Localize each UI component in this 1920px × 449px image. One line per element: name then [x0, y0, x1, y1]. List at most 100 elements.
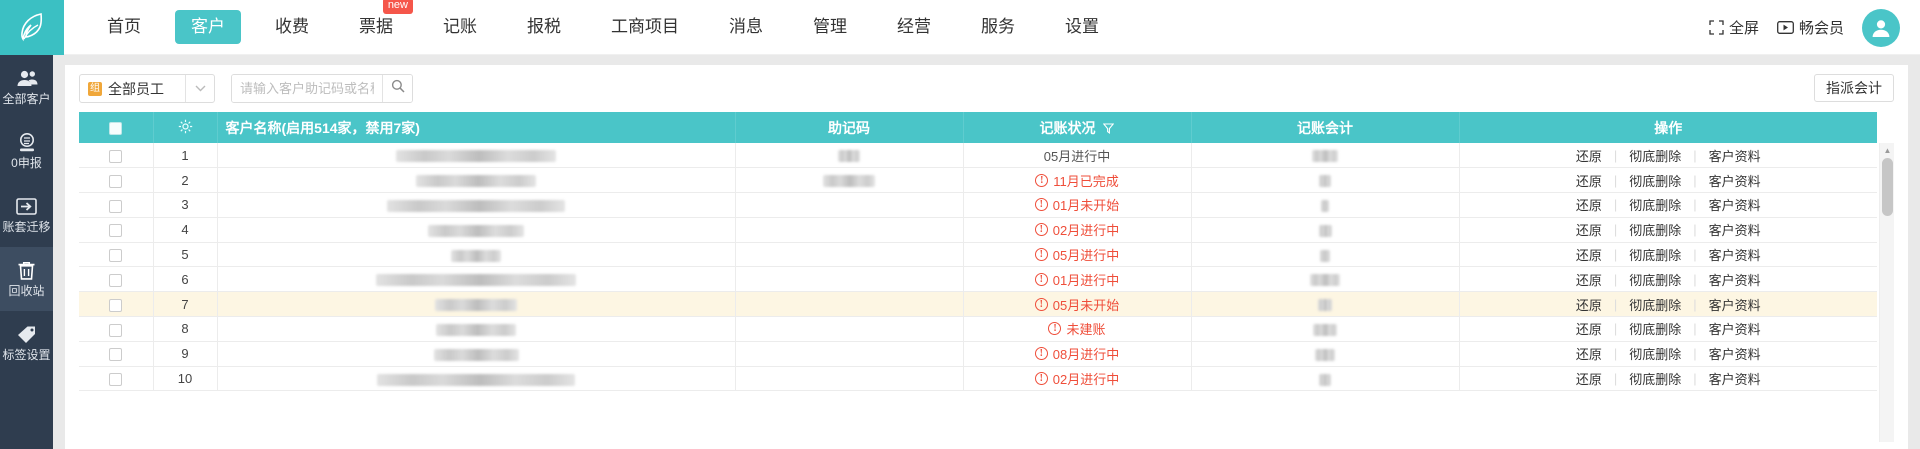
row-checkbox-cell[interactable]: [79, 217, 154, 243]
permanent-delete-link[interactable]: 彻底删除: [1629, 148, 1682, 164]
row-checkbox[interactable]: [109, 298, 123, 312]
row-checkbox-cell[interactable]: [79, 167, 154, 194]
nav-item-9[interactable]: 经营: [881, 10, 947, 44]
restore-link[interactable]: 还原: [1575, 322, 1602, 338]
scroll-up-icon[interactable]: ▲: [1883, 146, 1892, 155]
nav-item-10[interactable]: 服务: [965, 10, 1031, 44]
restore-link[interactable]: 还原: [1575, 148, 1602, 164]
table-row[interactable]: 6! 01月进行中 还原 | 彻底删除 | 客户资料: [79, 266, 1877, 293]
customer-profile-link[interactable]: 客户资料: [1708, 347, 1761, 363]
nav-item-11[interactable]: 设置: [1049, 10, 1115, 44]
row-checkbox[interactable]: [109, 174, 123, 188]
restore-link[interactable]: 还原: [1575, 223, 1602, 239]
customer-name-cell[interactable]: [217, 291, 736, 318]
permanent-delete-link[interactable]: 彻底删除: [1629, 198, 1682, 214]
row-checkbox[interactable]: [109, 348, 123, 362]
customer-name-cell[interactable]: [217, 366, 736, 392]
sidebar-item-account-migration[interactable]: 账套迁移: [0, 183, 53, 247]
row-checkbox[interactable]: [109, 224, 123, 238]
chevron-down-icon[interactable]: [185, 75, 214, 102]
member-button[interactable]: 畅会员: [1777, 17, 1844, 38]
row-checkbox[interactable]: [109, 249, 123, 263]
customer-profile-link[interactable]: 客户资料: [1708, 322, 1761, 338]
restore-link[interactable]: 还原: [1575, 272, 1602, 288]
row-checkbox-cell[interactable]: [79, 341, 154, 367]
employee-select[interactable]: 组 全部员工: [79, 74, 215, 103]
table-row[interactable]: 4! 02月进行中 还原 | 彻底删除 | 客户资料: [79, 217, 1877, 243]
customer-profile-link[interactable]: 客户资料: [1708, 223, 1761, 239]
filter-icon[interactable]: [1103, 121, 1115, 137]
header-accountant[interactable]: 记账会计: [1191, 112, 1460, 143]
customer-name-cell[interactable]: [217, 316, 736, 342]
nav-item-2[interactable]: 收费: [259, 10, 325, 44]
row-checkbox[interactable]: [109, 199, 123, 213]
table-row[interactable]: 2! 11月已完成 还原 | 彻底删除 | 客户资料: [79, 167, 1877, 194]
customer-name-cell[interactable]: [217, 266, 736, 293]
table-row[interactable]: 8! 未建账 还原 | 彻底删除 | 客户资料: [79, 316, 1877, 342]
customer-name-cell[interactable]: [217, 341, 736, 367]
customer-profile-link[interactable]: 客户资料: [1708, 297, 1761, 313]
search-button[interactable]: [382, 75, 412, 102]
nav-item-8[interactable]: 管理: [797, 10, 863, 44]
nav-item-7[interactable]: 消息: [713, 10, 779, 44]
nav-item-6[interactable]: 工商项目: [595, 10, 695, 44]
permanent-delete-link[interactable]: 彻底删除: [1629, 347, 1682, 363]
table-row[interactable]: 9! 08月进行中 还原 | 彻底删除 | 客户资料: [79, 341, 1877, 367]
assign-accountant-button[interactable]: 指派会计: [1814, 74, 1894, 102]
nav-item-0[interactable]: 首页: [91, 10, 157, 44]
table-row[interactable]: 3! 01月未开始 还原 | 彻底删除 | 客户资料: [79, 192, 1877, 218]
restore-link[interactable]: 还原: [1575, 173, 1602, 189]
table-row[interactable]: 5! 05月进行中 还原 | 彻底删除 | 客户资料: [79, 242, 1877, 268]
customer-profile-link[interactable]: 客户资料: [1708, 148, 1761, 164]
sidebar-item-tag-settings[interactable]: 标签设置: [0, 311, 53, 375]
customer-profile-link[interactable]: 客户资料: [1708, 198, 1761, 214]
sidebar-item-zero-declaration[interactable]: 0申报: [0, 119, 53, 183]
permanent-delete-link[interactable]: 彻底删除: [1629, 272, 1682, 288]
table-row[interactable]: 1 05月进行中 还原 | 彻底删除 | 客户资料: [79, 143, 1877, 169]
customer-name-cell[interactable]: [217, 167, 736, 194]
table-vertical-scrollbar[interactable]: ▲: [1879, 143, 1894, 442]
header-select-all[interactable]: [79, 112, 154, 143]
nav-item-3[interactable]: new 票据: [343, 0, 413, 44]
header-mnemonic[interactable]: 助记码: [735, 112, 964, 143]
avatar[interactable]: [1862, 8, 1900, 47]
nav-item-1[interactable]: 客户: [175, 10, 241, 44]
permanent-delete-link[interactable]: 彻底删除: [1629, 173, 1682, 189]
customer-name-cell[interactable]: [217, 143, 736, 169]
scrollbar-thumb[interactable]: [1882, 158, 1893, 216]
customer-profile-link[interactable]: 客户资料: [1708, 248, 1761, 264]
row-checkbox[interactable]: [109, 273, 123, 287]
app-logo[interactable]: [0, 0, 64, 55]
permanent-delete-link[interactable]: 彻底删除: [1629, 297, 1682, 313]
nav-item-4[interactable]: 记账: [427, 10, 493, 44]
sidebar-item-all-customers[interactable]: 全部客户: [0, 55, 53, 119]
restore-link[interactable]: 还原: [1575, 198, 1602, 214]
header-settings[interactable]: [153, 112, 218, 143]
permanent-delete-link[interactable]: 彻底删除: [1629, 223, 1682, 239]
customer-profile-link[interactable]: 客户资料: [1708, 173, 1761, 189]
restore-link[interactable]: 还原: [1575, 248, 1602, 264]
search-input[interactable]: [232, 75, 382, 102]
table-row[interactable]: 10! 02月进行中 还原 | 彻底删除 | 客户资料: [79, 366, 1877, 392]
customer-name-cell[interactable]: [217, 192, 736, 218]
customer-profile-link[interactable]: 客户资料: [1708, 372, 1761, 388]
table-row[interactable]: 7! 05月未开始 还原 | 彻底删除 | 客户资料: [79, 291, 1877, 318]
fullscreen-button[interactable]: 全屏: [1709, 17, 1759, 38]
row-checkbox-cell[interactable]: [79, 266, 154, 293]
permanent-delete-link[interactable]: 彻底删除: [1629, 248, 1682, 264]
row-checkbox-cell[interactable]: [79, 143, 154, 169]
restore-link[interactable]: 还原: [1575, 372, 1602, 388]
customer-name-cell[interactable]: [217, 242, 736, 268]
header-bookkeeping-status[interactable]: 记账状况: [963, 112, 1192, 143]
restore-link[interactable]: 还原: [1575, 297, 1602, 313]
header-customer-name[interactable]: 客户名称(启用514家，禁用7家): [217, 112, 736, 143]
select-all-checkbox[interactable]: [109, 122, 123, 136]
row-checkbox[interactable]: [109, 323, 123, 337]
permanent-delete-link[interactable]: 彻底删除: [1629, 372, 1682, 388]
row-checkbox-cell[interactable]: [79, 242, 154, 268]
customer-profile-link[interactable]: 客户资料: [1708, 272, 1761, 288]
nav-item-5[interactable]: 报税: [511, 10, 577, 44]
permanent-delete-link[interactable]: 彻底删除: [1629, 322, 1682, 338]
customer-name-cell[interactable]: [217, 217, 736, 243]
row-checkbox[interactable]: [109, 149, 123, 163]
